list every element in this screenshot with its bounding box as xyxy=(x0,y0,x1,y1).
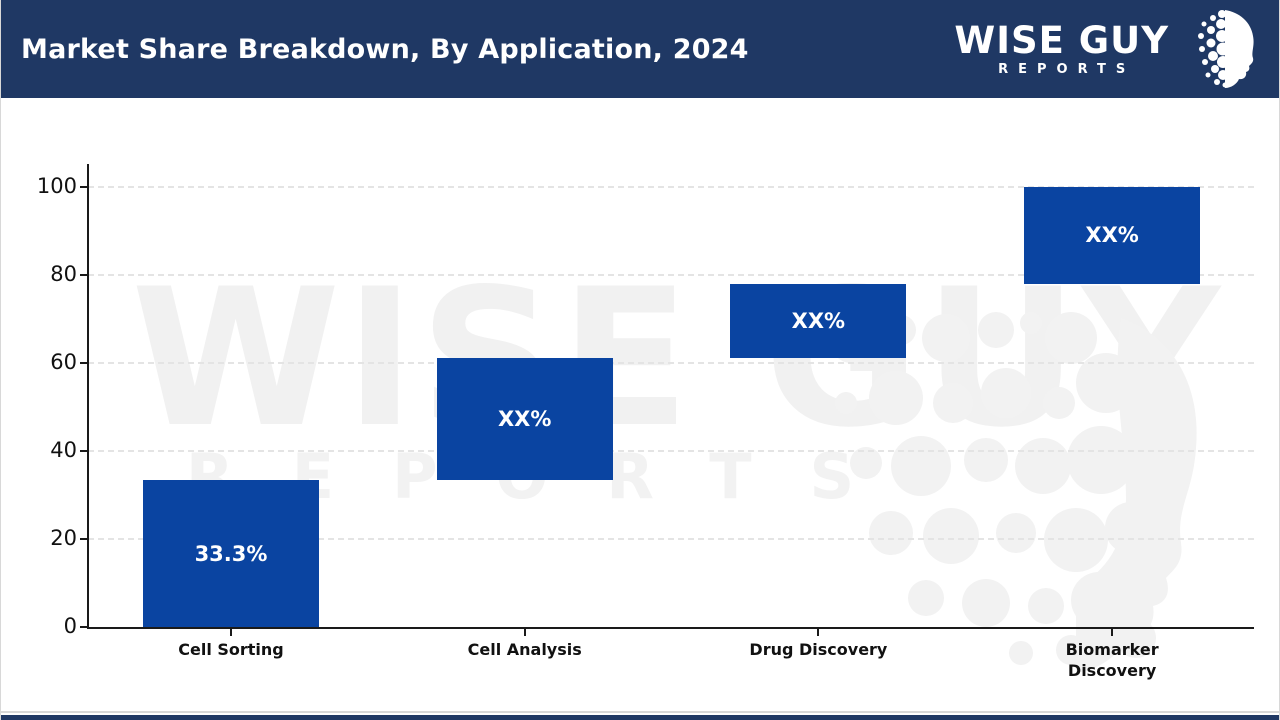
y-axis-tick-label: 20 xyxy=(50,526,77,550)
gridline xyxy=(88,538,1254,540)
category-label: Cell Sorting xyxy=(178,640,284,659)
header-bar: Market Share Breakdown, By Application, … xyxy=(1,0,1279,98)
y-axis-tick xyxy=(80,538,88,540)
waterfall-bar: 33.3% xyxy=(143,480,319,627)
y-axis-tick-label: 80 xyxy=(50,262,77,286)
brand-logo-text: WISE GUY REPORTS xyxy=(954,22,1169,76)
gridline xyxy=(88,450,1254,452)
gridline xyxy=(88,362,1254,364)
y-axis-tick xyxy=(80,626,88,628)
x-axis-tick xyxy=(1111,629,1114,636)
gridline xyxy=(88,274,1254,276)
y-axis-tick-label: 0 xyxy=(63,614,77,638)
brand-logo: WISE GUY REPORTS xyxy=(954,6,1259,92)
page-title: Market Share Breakdown, By Application, … xyxy=(21,33,749,65)
y-axis-tick xyxy=(80,186,88,188)
x-axis-tick xyxy=(523,629,526,636)
dotted-head-icon xyxy=(1198,10,1254,88)
x-axis-tick xyxy=(230,629,232,636)
footer-bar xyxy=(1,715,1279,720)
brand-subtext: REPORTS xyxy=(998,62,1136,77)
watermark-head-icon xyxy=(831,312,1197,673)
bar-value-label: XX% xyxy=(497,407,552,432)
y-axis-tick xyxy=(80,274,88,276)
waterfall-bar: XX% xyxy=(436,358,613,481)
x-axis-line xyxy=(87,627,1254,629)
y-axis-tick xyxy=(80,450,88,452)
category-label: Biomarker Discovery xyxy=(1065,640,1159,680)
waterfall-bar: XX% xyxy=(1024,187,1201,284)
y-axis-tick-label: 100 xyxy=(36,174,77,198)
y-axis-line xyxy=(87,164,89,629)
y-axis-tick xyxy=(80,362,88,364)
bar-value-label: XX% xyxy=(791,308,846,333)
bar-value-label: XX% xyxy=(1085,223,1139,248)
category-label: Cell Analysis xyxy=(467,640,582,659)
waterfall-bar: XX% xyxy=(730,283,907,359)
x-axis-tick xyxy=(817,629,820,636)
category-label: Drug Discovery xyxy=(749,640,888,659)
gridline xyxy=(88,186,1254,188)
bar-value-label: 33.3% xyxy=(194,541,268,566)
y-axis-tick-label: 40 xyxy=(50,438,77,462)
brand-wordmark: WISE GUY xyxy=(954,19,1169,62)
y-axis-tick-label: 60 xyxy=(50,350,77,374)
